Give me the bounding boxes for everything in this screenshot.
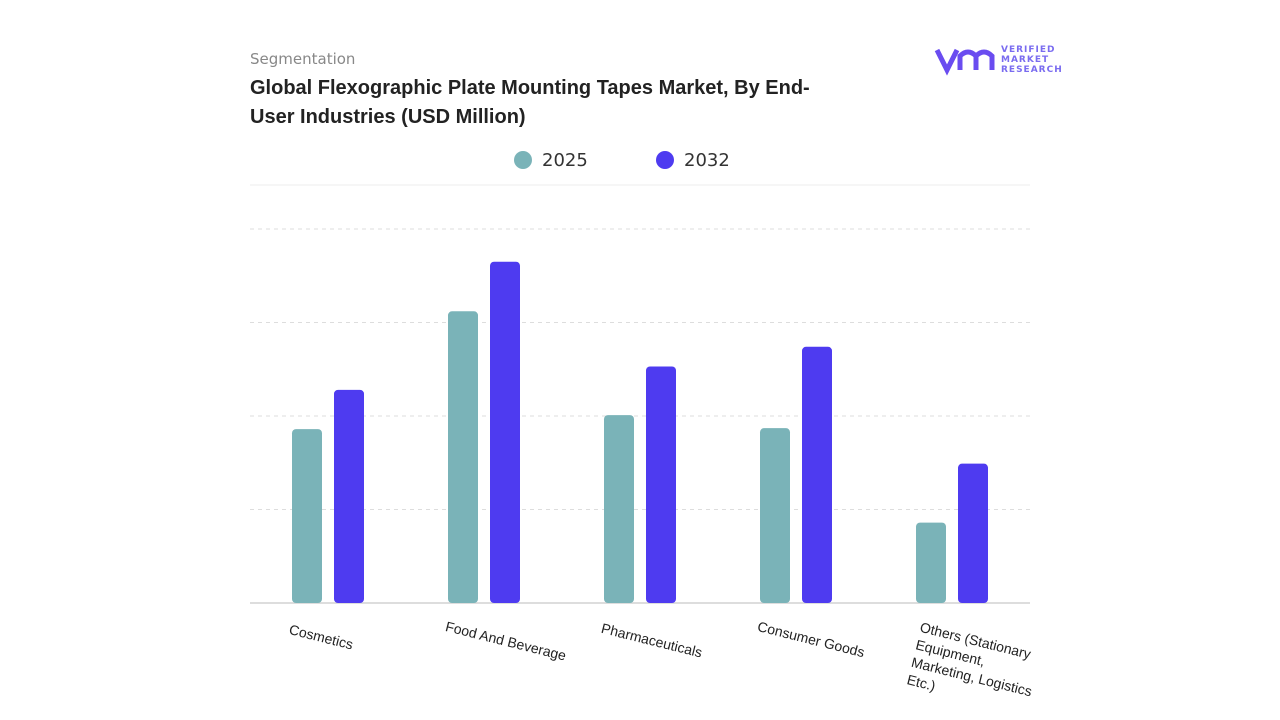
- bar: [448, 311, 478, 603]
- bar: [490, 261, 520, 603]
- bar: [604, 415, 634, 603]
- logo: VERIFIED MARKET RESEARCH: [934, 45, 1063, 76]
- bar: [802, 346, 832, 603]
- bar: [916, 522, 946, 603]
- brand-text: MARKET: [1001, 55, 1049, 65]
- bar: [958, 463, 988, 603]
- legend-marker: [656, 151, 674, 169]
- bar: [292, 429, 322, 603]
- bar: [334, 389, 364, 603]
- logo-mark: [934, 48, 995, 76]
- legend-label: 2025: [542, 150, 588, 171]
- brand-text: RESEARCH: [1001, 65, 1063, 75]
- legend-label: 2032: [684, 150, 730, 171]
- legend-marker: [514, 151, 532, 169]
- subtitle: Segmentation: [250, 50, 356, 68]
- chart-title: Global Flexographic Plate Mounting Tapes…: [250, 77, 810, 128]
- brand-text: VERIFIED: [1001, 45, 1056, 55]
- bar: [646, 366, 676, 603]
- bar: [760, 428, 790, 603]
